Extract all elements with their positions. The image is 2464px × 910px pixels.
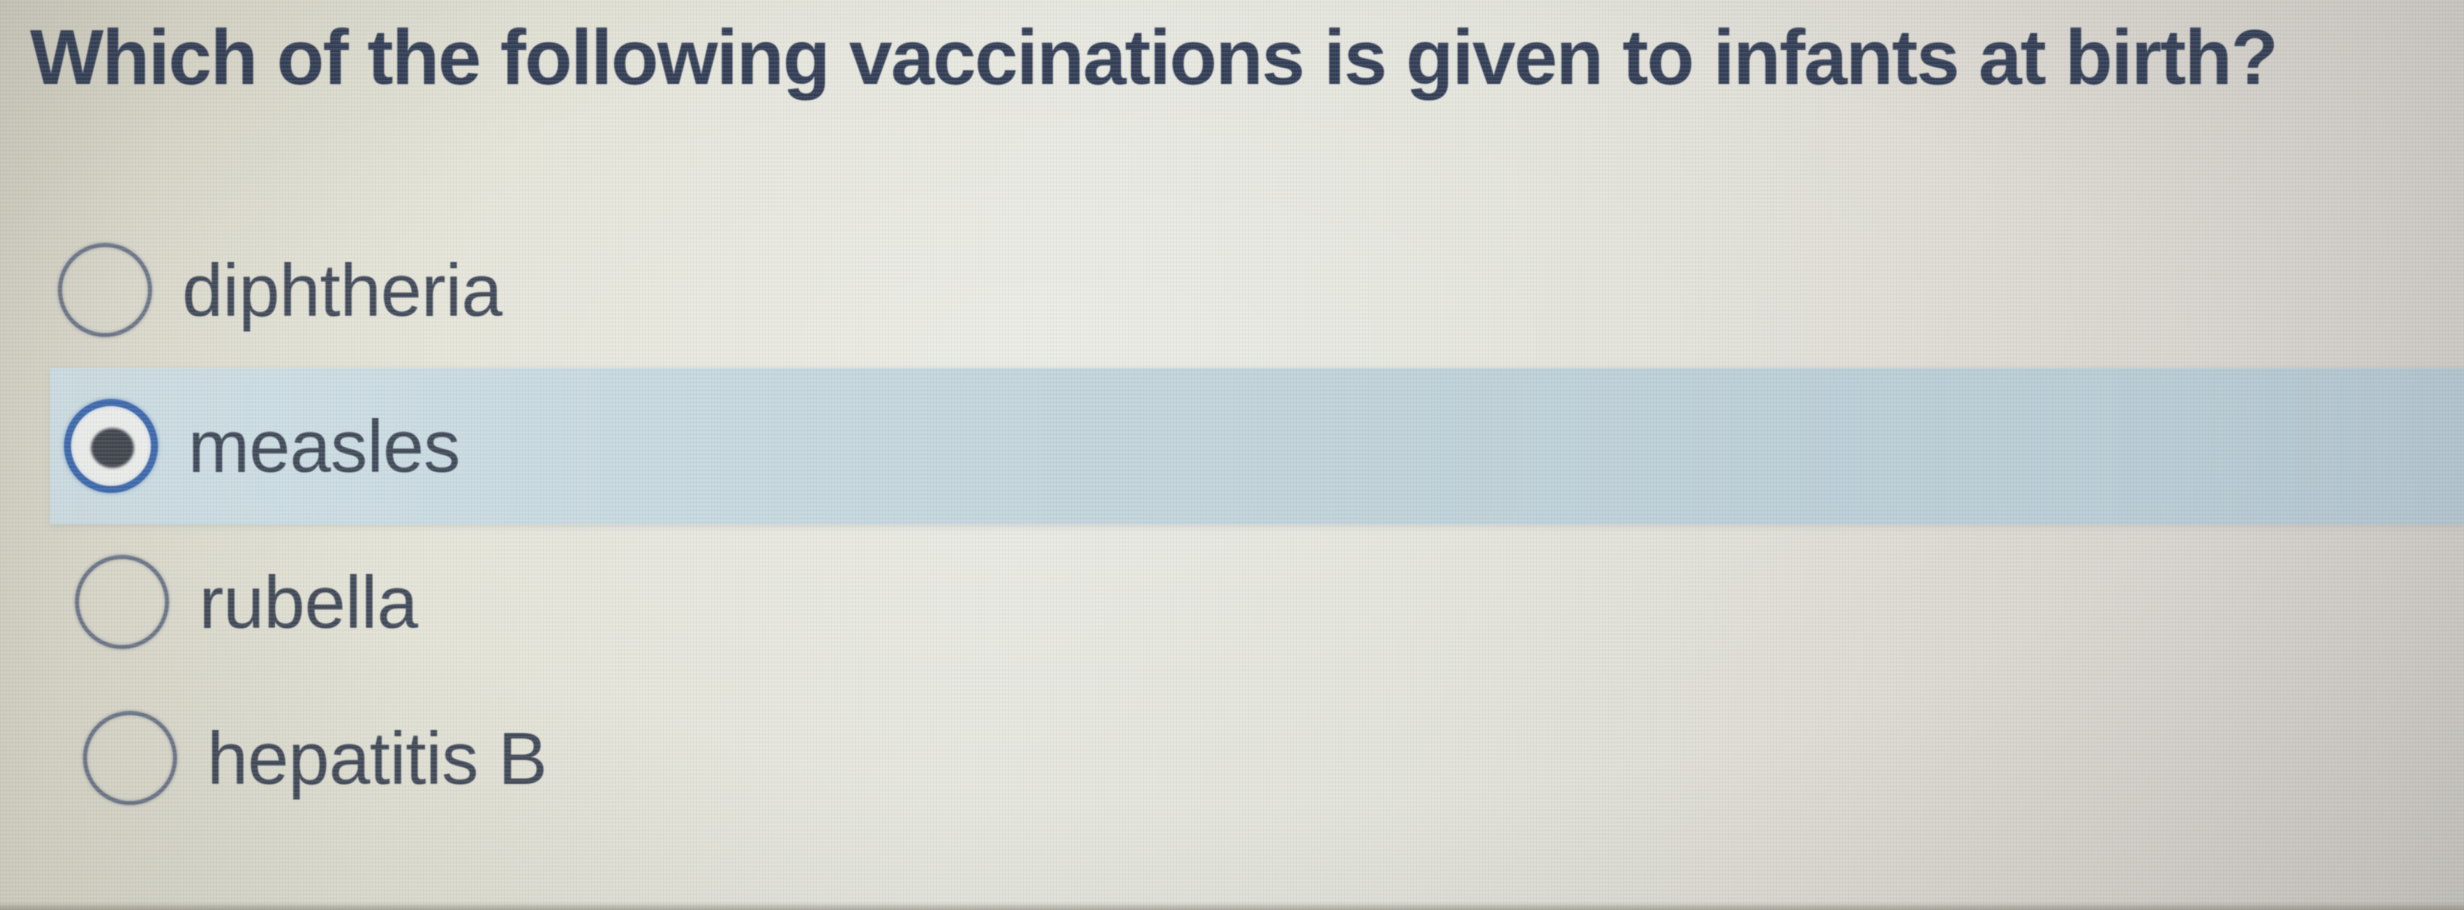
option-label[interactable]: diphtheria [182, 248, 503, 332]
option-row[interactable]: diphtheria [0, 212, 2464, 368]
radio-button[interactable] [64, 399, 158, 493]
radio-button[interactable] [75, 555, 169, 649]
radio-dot-icon [90, 428, 134, 468]
option-label[interactable]: hepatitis B [207, 716, 548, 800]
option-row[interactable]: hepatitis B [0, 680, 2464, 836]
option-row[interactable]: rubella [0, 524, 2464, 680]
option-label[interactable]: rubella [199, 560, 418, 644]
question-title: Which of the following vaccinations is g… [30, 13, 2278, 101]
option-label[interactable]: measles [188, 404, 461, 488]
option-row[interactable]: measles [50, 368, 2464, 524]
options-list: diphtheria measles rubella hepatitis B [0, 212, 2464, 836]
radio-button[interactable] [83, 711, 177, 805]
radio-button[interactable] [58, 243, 152, 337]
screen-bottom-edge [0, 902, 2464, 910]
